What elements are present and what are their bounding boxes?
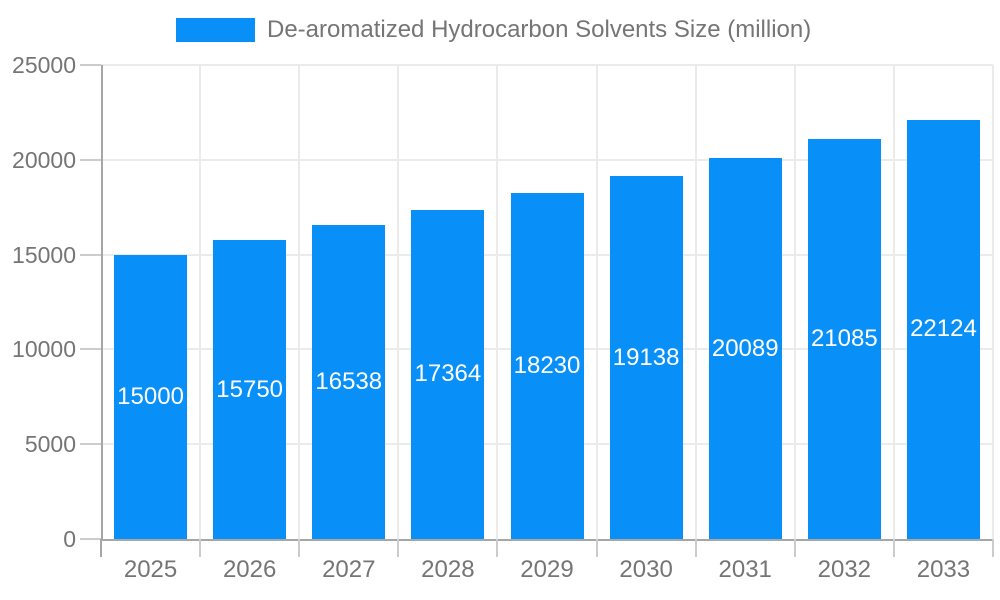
- x-gridline: [793, 65, 796, 539]
- y-axis-label: 5000: [24, 431, 76, 458]
- x-axis-tick: [694, 539, 697, 557]
- bar-2033[interactable]: [906, 119, 980, 539]
- y-gridline: [101, 158, 993, 161]
- bar-2031[interactable]: [708, 158, 782, 539]
- x-gridline: [892, 65, 895, 539]
- x-axis-tick: [595, 539, 598, 557]
- bar-value-label: 15750: [216, 375, 284, 403]
- legend-swatch-icon: [176, 18, 255, 42]
- x-axis-label: 2030: [619, 556, 673, 583]
- bar-value-label: 19138: [612, 343, 680, 371]
- bar-value-label: 21085: [810, 325, 878, 353]
- y-axis-tick: [80, 443, 101, 446]
- y-gridline: [101, 64, 993, 66]
- x-gridline: [496, 65, 499, 539]
- x-axis-line: [101, 539, 993, 541]
- x-gridline: [992, 65, 994, 539]
- x-axis-tick: [892, 539, 895, 557]
- bar-value-label: 15000: [117, 382, 184, 410]
- bar-value-label: 17364: [414, 360, 482, 388]
- y-axis-tick: [80, 253, 101, 256]
- x-gridline: [298, 65, 301, 539]
- x-axis-label: 2027: [322, 556, 376, 583]
- y-axis-tick: [80, 158, 101, 161]
- x-axis-tick: [397, 539, 400, 557]
- bar-value-label: 20089: [711, 334, 779, 362]
- y-axis-label: 0: [63, 526, 76, 552]
- bar-value-label: 18230: [513, 352, 581, 380]
- x-axis-label: 2031: [718, 556, 772, 583]
- bar-2027[interactable]: [312, 225, 386, 539]
- bar-2026[interactable]: [213, 240, 287, 539]
- y-axis-label: 20000: [12, 146, 76, 173]
- plot-area: 15000 15750 16538 17364 18230 19138 20089 21085…: [101, 64, 994, 539]
- legend[interactable]: De-aromatized Hydrocarbon Solvents Size …: [176, 16, 811, 44]
- x-axis-tick: [298, 539, 301, 557]
- bar-2025[interactable]: [114, 254, 188, 539]
- x-gridline: [397, 65, 400, 539]
- bar-2032[interactable]: [807, 139, 881, 539]
- x-gridline: [595, 65, 598, 539]
- y-axis-line: [101, 65, 103, 539]
- x-axis-label: 2032: [817, 556, 872, 583]
- x-axis-label: 2033: [916, 556, 971, 583]
- x-gridline: [199, 65, 202, 539]
- x-axis-tick: [992, 539, 994, 557]
- bar-2028[interactable]: [411, 209, 485, 539]
- x-axis-label: 2029: [520, 556, 574, 583]
- y-axis-label: 15000: [12, 241, 76, 268]
- y-axis-tick: [80, 64, 101, 66]
- bar-2029[interactable]: [510, 193, 584, 539]
- bar-value-label: 22124: [910, 315, 977, 343]
- x-axis-label: 2025: [123, 556, 178, 583]
- y-axis-tick: [80, 538, 101, 540]
- x-axis-label: 2026: [222, 556, 277, 583]
- y-axis-label: 10000: [12, 336, 76, 363]
- x-gridline: [694, 65, 697, 539]
- x-axis-tick: [496, 539, 499, 557]
- x-axis-tick: [199, 539, 202, 557]
- y-axis-tick: [80, 348, 101, 351]
- x-axis-tick: [793, 539, 796, 557]
- bar-value-label: 16538: [315, 368, 383, 396]
- x-axis-tick: [100, 539, 102, 557]
- legend-label: De-aromatized Hydrocarbon Solvents Size …: [267, 16, 812, 43]
- y-axis-label: 25000: [12, 52, 76, 78]
- bar-2030[interactable]: [609, 176, 683, 539]
- x-axis-label: 2028: [421, 556, 475, 583]
